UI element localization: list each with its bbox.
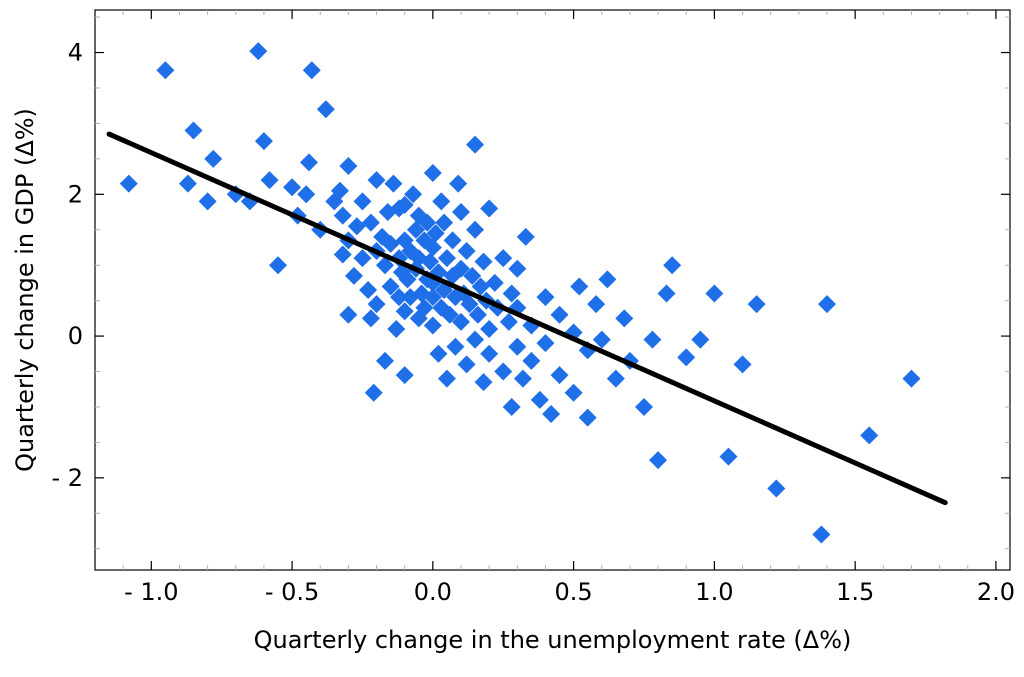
y-tick-label: - 2 [51,464,83,492]
x-tick-label: 2.0 [977,578,1015,606]
x-tick-label: - 0.5 [265,578,319,606]
y-tick-label: 4 [68,39,83,67]
x-tick-label: 1.0 [695,578,733,606]
x-tick-label: - 1.0 [124,578,178,606]
x-tick-label: 0.5 [555,578,593,606]
chart-svg: - 1.0 - 0.5 0.0 0.5 1.0 1.5 2.0 - 2 0 2 4 Quarterly… [0,0,1024,677]
x-tick-label: 0.0 [414,578,452,606]
y-tick-label: 2 [68,180,83,208]
x-axis-label: Quarterly change in the unemployment rat… [254,626,852,654]
y-axis-label: Quarterly change in GDP (Δ%) [11,108,39,472]
chart-background [0,0,1024,677]
y-tick-label: 0 [68,322,83,350]
x-tick-label: 1.5 [836,578,874,606]
scatter-chart: - 1.0 - 0.5 0.0 0.5 1.0 1.5 2.0 - 2 0 2 4 Quarterly… [0,0,1024,677]
